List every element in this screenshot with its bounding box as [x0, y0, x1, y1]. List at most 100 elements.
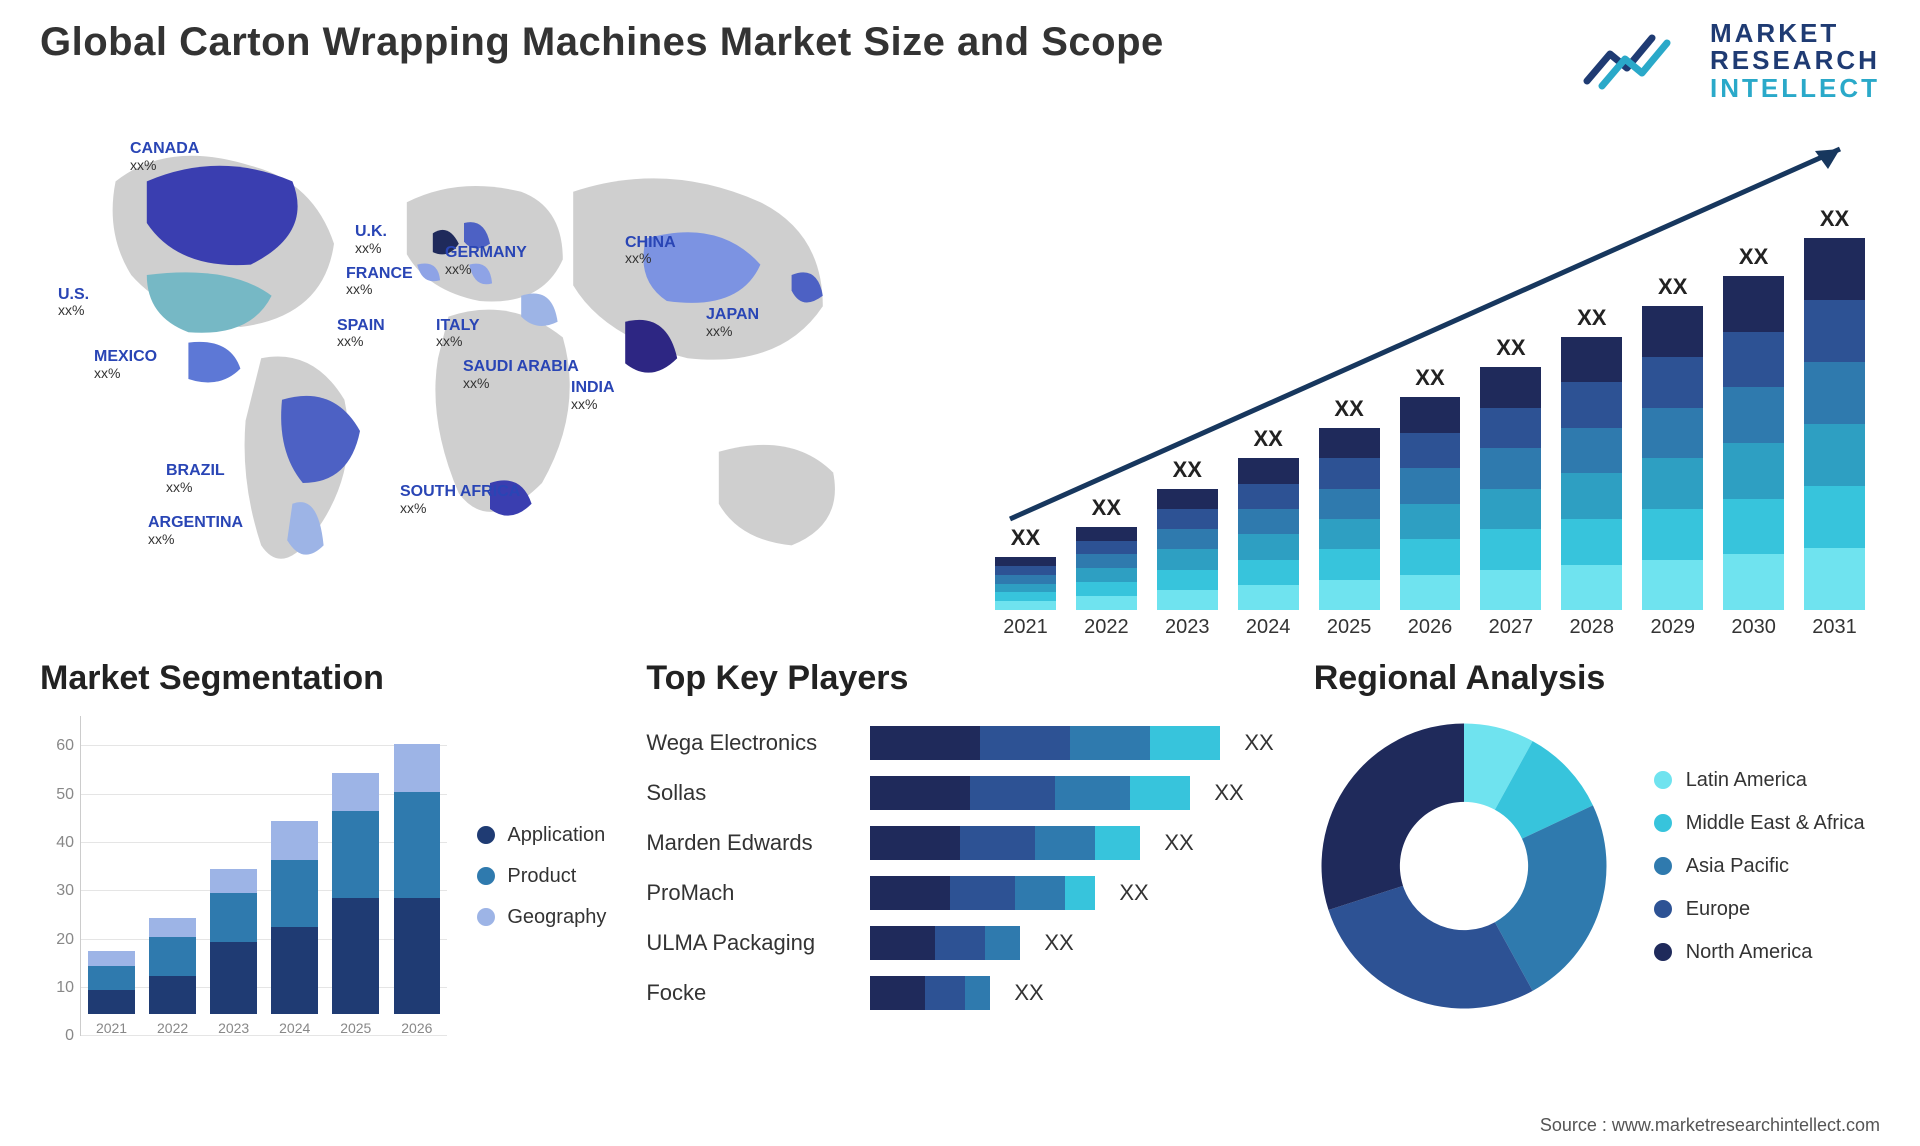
key-player-name: Focke [646, 980, 856, 1006]
growth-bar [1642, 306, 1703, 610]
growth-value-label: XX [1820, 206, 1849, 232]
segmentation-bar [394, 744, 441, 1015]
key-player-row: Marden EdwardsXX [646, 826, 1273, 860]
map-label: FRANCExx% [346, 265, 413, 298]
growth-year-label: 2023 [1165, 616, 1210, 639]
key-player-name: ProMach [646, 880, 856, 906]
key-players-panel: Top Key Players Wega ElectronicsXXSollas… [646, 659, 1273, 1105]
segmentation-year-label: 2022 [157, 1020, 188, 1036]
growth-year-label: 2026 [1408, 616, 1453, 639]
regional-legend-item: Latin America [1654, 769, 1865, 792]
regional-legend-item: North America [1654, 941, 1865, 964]
segmentation-title: Market Segmentation [40, 659, 606, 698]
growth-bar [1238, 458, 1299, 610]
growth-column: XX2030 [1718, 244, 1789, 639]
segmentation-column: 2026 [390, 744, 443, 1037]
growth-year-label: 2029 [1650, 616, 1695, 639]
segmentation-year-label: 2026 [401, 1020, 432, 1036]
growth-chart-panel: XX2021XX2022XX2023XX2024XX2025XX2026XX20… [980, 119, 1880, 639]
map-label: MEXICOxx% [94, 348, 157, 381]
key-players-title: Top Key Players [646, 659, 1273, 698]
segmentation-panel: Market Segmentation 0102030405060 202120… [40, 659, 606, 1105]
map-label: SOUTH AFRICAxx% [400, 483, 520, 516]
growth-year-label: 2024 [1246, 616, 1291, 639]
segmentation-column: 2025 [329, 773, 382, 1037]
growth-bar [1157, 489, 1218, 611]
growth-value-label: XX [1577, 305, 1606, 331]
logo-icon [1582, 26, 1692, 96]
growth-value-label: XX [1334, 396, 1363, 422]
segmentation-y-axis: 0102030405060 [40, 716, 80, 1036]
donut-slice [1321, 724, 1464, 911]
regional-legend-item: Europe [1654, 898, 1865, 921]
donut-slice [1328, 886, 1532, 1009]
segmentation-legend-item: Product [477, 865, 606, 888]
map-label: CANADAxx% [130, 140, 199, 173]
segmentation-column: 2023 [207, 869, 260, 1036]
growth-column: XX2028 [1556, 305, 1627, 640]
segmentation-legend-item: Application [477, 824, 606, 847]
logo-text-3: INTELLECT [1710, 75, 1880, 102]
map-label: U.K.xx% [355, 223, 387, 256]
regional-title: Regional Analysis [1314, 659, 1880, 698]
growth-bar [1723, 276, 1784, 610]
growth-year-label: 2025 [1327, 616, 1372, 639]
segmentation-year-label: 2025 [340, 1020, 371, 1036]
map-label: U.S.xx% [58, 286, 89, 319]
growth-bar [995, 557, 1056, 610]
growth-value-label: XX [1496, 335, 1525, 361]
growth-year-label: 2021 [1003, 616, 1048, 639]
logo-text-1: MARKET [1710, 20, 1880, 47]
key-player-bar [870, 826, 1140, 860]
key-player-name: Sollas [646, 780, 856, 806]
key-player-row: Sollas XX [646, 776, 1273, 810]
segmentation-year-label: 2021 [96, 1020, 127, 1036]
segmentation-bar [88, 951, 135, 1014]
growth-year-label: 2030 [1731, 616, 1776, 639]
growth-column: XX 2022 [1071, 495, 1142, 640]
growth-bar [1804, 238, 1865, 610]
key-player-bar [870, 976, 990, 1010]
growth-column: XX 2025 [1314, 396, 1385, 639]
map-label: INDIAxx% [571, 379, 615, 412]
segmentation-bar [210, 869, 257, 1014]
growth-value-label: XX [1253, 426, 1282, 452]
segmentation-column: 2024 [268, 821, 321, 1036]
key-player-value: XX [1014, 980, 1043, 1006]
growth-value-label: XX [1415, 365, 1444, 391]
source-footer: Source : www.marketresearchintellect.com [40, 1105, 1880, 1136]
map-label: SPAINxx% [337, 317, 385, 350]
growth-bar [1480, 367, 1541, 610]
key-player-value: XX [1244, 730, 1273, 756]
segmentation-bar [149, 918, 196, 1015]
key-player-bar [870, 776, 1190, 810]
growth-value-label: XX [1092, 495, 1121, 521]
growth-bar [1319, 428, 1380, 610]
key-player-name: Wega Electronics [646, 730, 856, 756]
key-player-row: Focke XX [646, 976, 1273, 1010]
regional-legend-item: Middle East & Africa [1654, 812, 1865, 835]
map-label: SAUDI ARABIAxx% [463, 358, 579, 391]
segmentation-legend-item: Geography [477, 906, 606, 929]
growth-column: XX2023 [1152, 457, 1223, 640]
segmentation-legend: Application Product Geography [477, 716, 606, 1036]
brand-logo: MARKET RESEARCH INTELLECT [1582, 20, 1880, 102]
key-player-bar [870, 876, 1095, 910]
key-player-name: Marden Edwards [646, 830, 856, 856]
key-player-row: ProMachXX [646, 876, 1273, 910]
growth-year-label: 2031 [1812, 616, 1857, 639]
growth-value-label: XX [1011, 525, 1040, 551]
page-title: Global Carton Wrapping Machines Market S… [40, 20, 1164, 65]
key-player-bar [870, 726, 1220, 760]
growth-year-label: 2022 [1084, 616, 1129, 639]
growth-column: XX 2031 [1799, 206, 1870, 639]
map-label: ITALYxx% [436, 317, 480, 350]
key-player-row: Wega Electronics XX [646, 726, 1273, 760]
growth-year-label: 2027 [1489, 616, 1534, 639]
segmentation-year-label: 2023 [218, 1020, 249, 1036]
growth-column: XX 2021 [990, 525, 1061, 639]
key-player-row: ULMA PackagingXX [646, 926, 1273, 960]
regional-panel: Regional Analysis Latin America Middle Ea… [1314, 659, 1880, 1105]
segmentation-plot: 2021 2022 2023 2024 2025 2026 [80, 716, 447, 1036]
key-player-value: XX [1214, 780, 1243, 806]
